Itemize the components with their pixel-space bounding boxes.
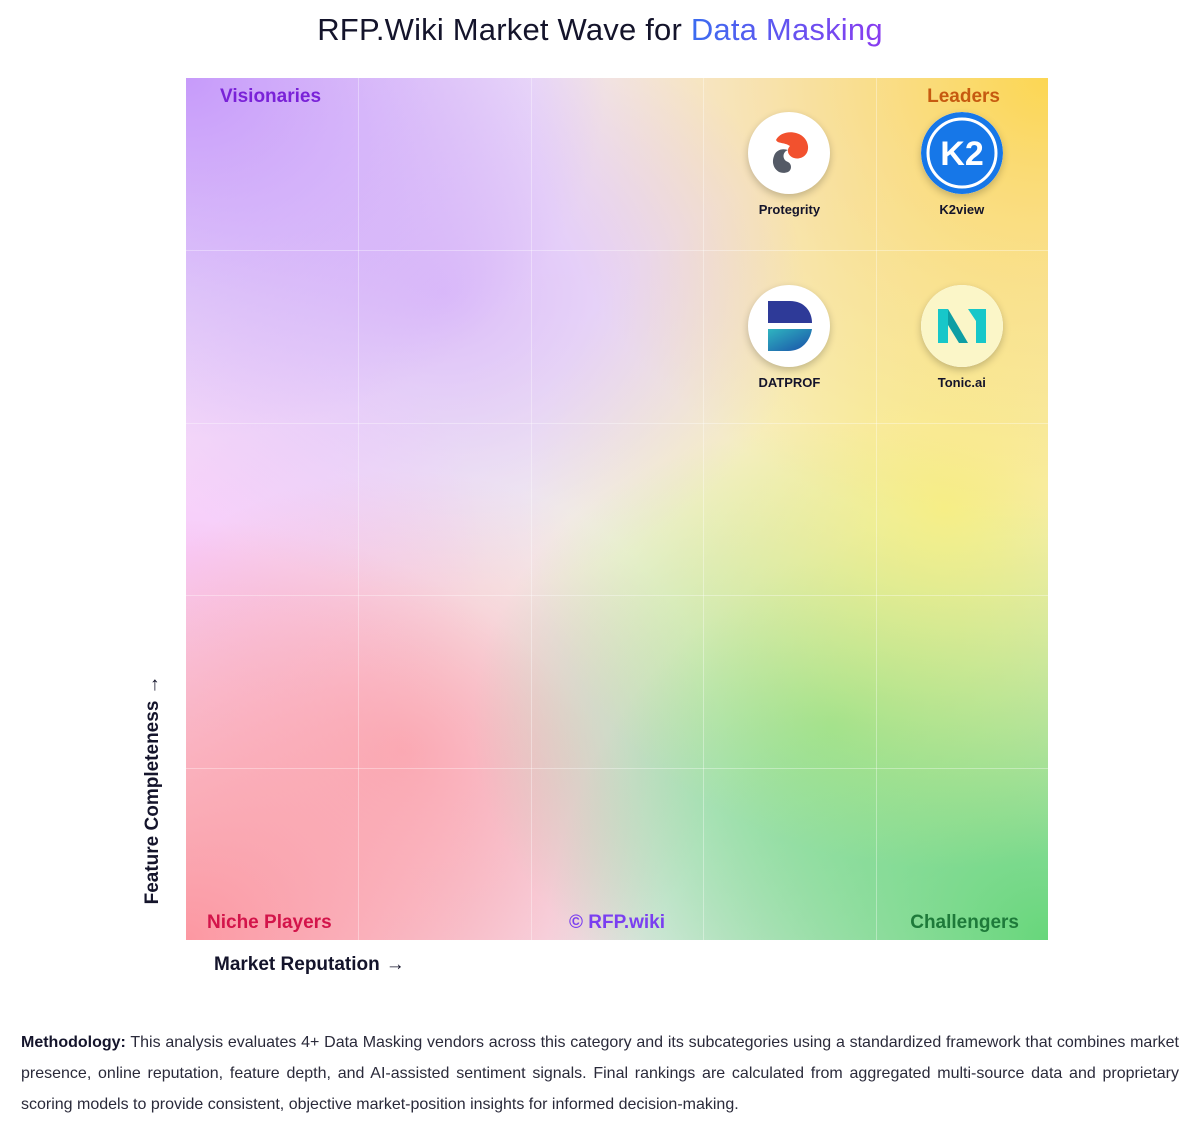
methodology-paragraph: Methodology: This analysis evaluates 4+ … [21,1027,1179,1120]
quadrant-label-leaders: Leaders [927,86,1000,107]
quadrant-label-niche-players: Niche Players [207,912,332,933]
market-wave-plot: Visionaries Leaders Niche Players Challe… [186,78,1048,940]
y-axis-label: Feature Completeness → [142,676,164,905]
x-axis-label-text: Market Reputation [214,954,380,975]
plot-background-gradient [186,78,1048,940]
vendor-name: Protegrity [758,202,821,218]
vendor-point-datprof[interactable]: DATPROF [729,284,849,390]
x-axis-label: Market Reputation → [214,954,405,976]
methodology-label: Methodology: [21,1034,126,1051]
grid-line-vertical [358,78,360,940]
grid-line-horizontal [186,250,1048,252]
grid-line-horizontal [186,595,1048,597]
x-axis-arrow: → [385,954,405,975]
watermark: © RFP.wiki [568,912,665,933]
quadrant-label-challengers: Challengers [910,912,1019,933]
vendor-name: DATPROF [758,374,821,390]
grid-line-vertical [875,78,877,940]
vendor-name: K2view [939,202,985,218]
vendor-point-k2view[interactable]: K2 K2view [902,112,1022,217]
vendor-point-tonic-ai[interactable]: Tonic.ai [902,284,1022,390]
tonic-logo-icon [920,284,1003,367]
title-prefix: RFP.Wiki Market Wave for [317,12,691,47]
vendor-name: Tonic.ai [937,374,986,390]
page-title: RFP.Wiki Market Wave for Data Masking [0,12,1200,48]
vendor-point-protegrity[interactable]: Protegrity [729,112,849,217]
protegrity-logo-icon [748,112,831,195]
datprof-logo-icon [748,284,831,367]
grid-line-horizontal [186,767,1048,769]
quadrant-label-visionaries: Visionaries [220,86,322,107]
title-category: Data Masking [690,12,883,47]
grid-line-horizontal [186,422,1048,424]
k2view-logo-icon: K2 [920,112,1003,195]
grid-line-vertical [530,78,532,940]
grid-line-vertical [703,78,705,940]
y-axis-arrow: → [142,675,163,695]
methodology-text: This analysis evaluates 4+ Data Masking … [21,1034,1179,1113]
svg-text:K2: K2 [940,135,983,173]
y-axis-label-text: Feature Completeness [142,700,163,905]
